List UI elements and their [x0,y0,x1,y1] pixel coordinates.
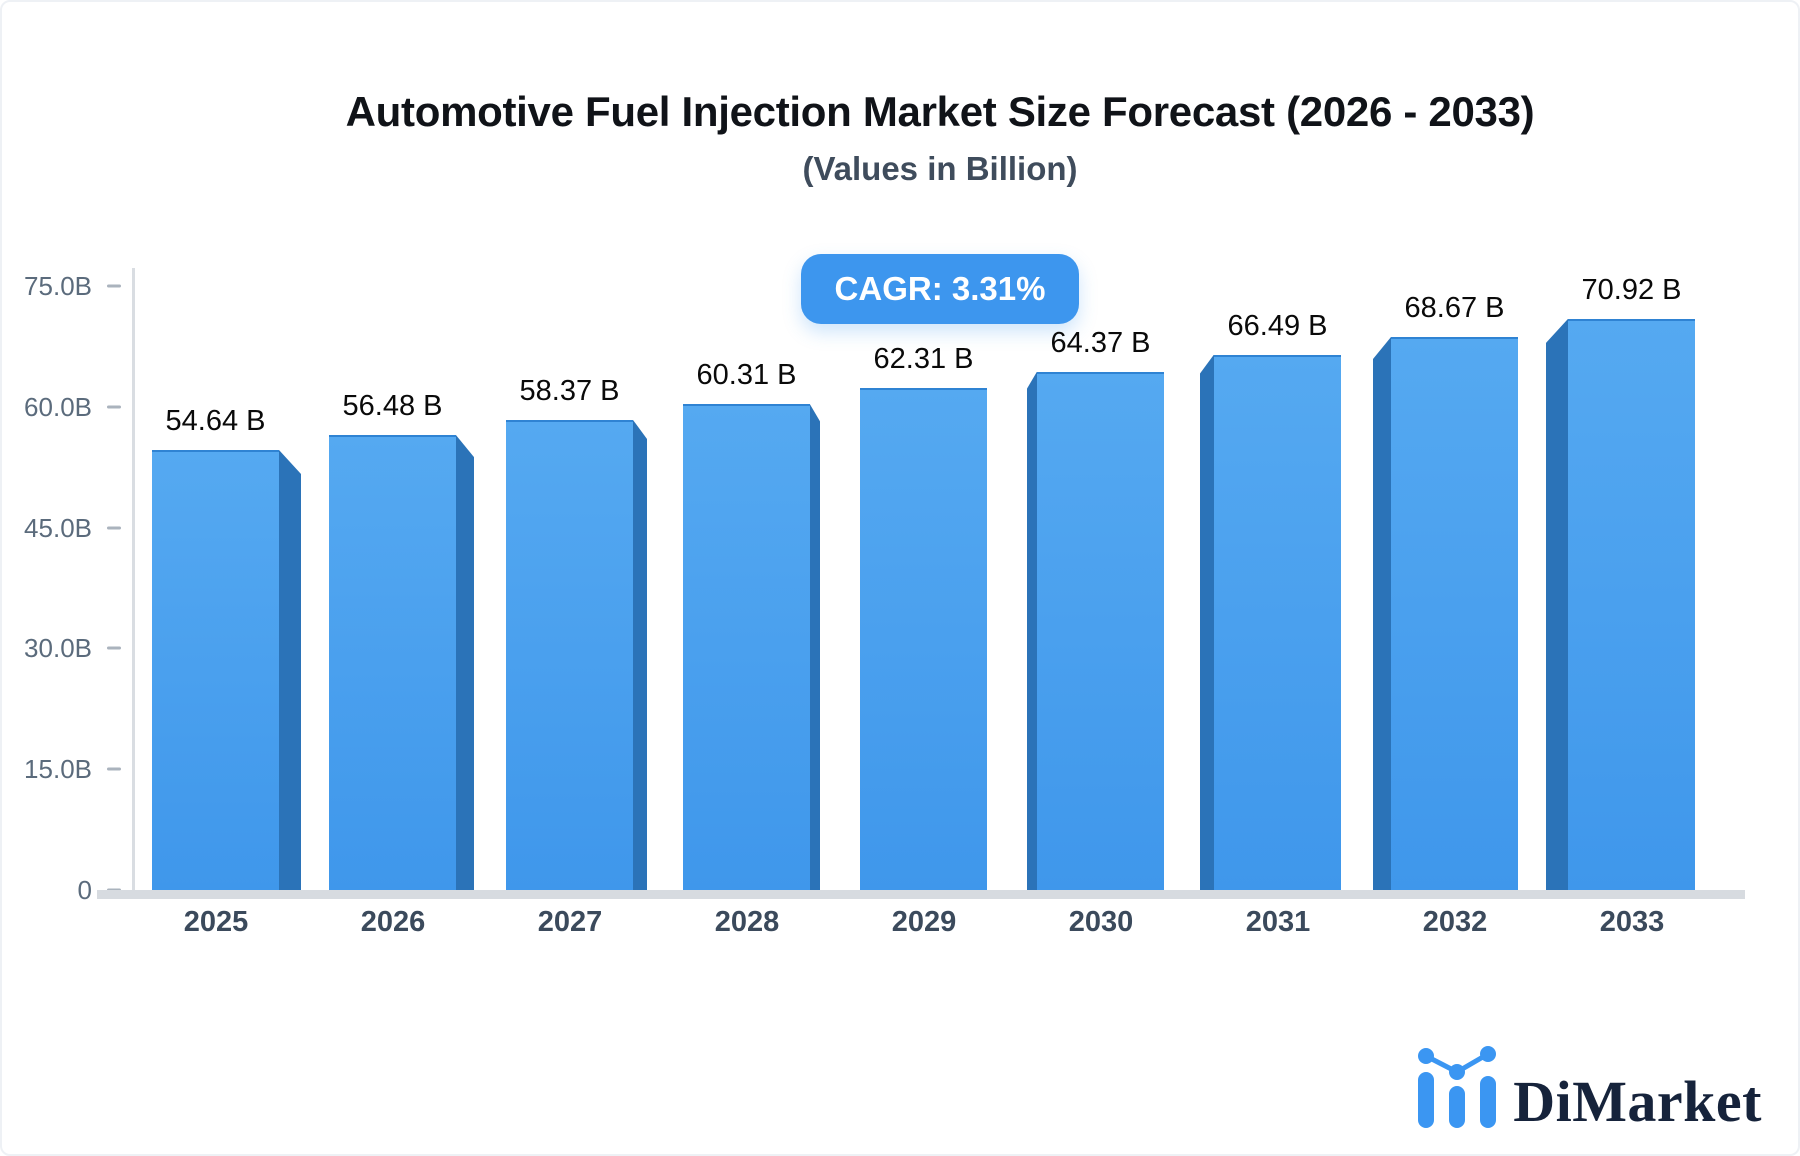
y-axis-line [132,268,135,890]
x-axis-label: 2025 [183,906,249,938]
y-tick-dash [107,526,121,530]
bar [1568,318,1695,890]
bar [152,449,279,890]
bars-layer: 54.64 B 56.48 B 58.37 B 60.31 B 62.31 B 64.37… [135,274,1745,890]
x-axis-label: 2033 [1599,906,1665,938]
cagr-badge: CAGR: 3.31% [800,254,1080,324]
bar-side-face [279,449,301,890]
bar [1391,336,1518,890]
bar-value-label: 56.48 B [342,390,443,423]
y-tick-dash [107,284,121,288]
bar-value-label: 54.64 B [165,404,266,437]
bar [329,435,456,890]
bar-value-label: 70.92 B [1581,273,1682,306]
bar [506,419,633,890]
chart-subtitle: (Values in Billion) [802,150,1078,187]
bar-value-label: 66.49 B [1227,309,1328,342]
x-axis-label: 2031 [1245,906,1311,938]
bar-side-face [633,419,647,890]
brand-logo: DiMarket [1417,1046,1762,1134]
y-tick-label: 60.0B [24,391,92,422]
bar [1214,354,1341,890]
y-tick-label: 45.0B [24,512,92,543]
bar-value-label: 64.37 B [1050,326,1151,359]
bar-value-label: 62.31 B [873,343,974,376]
x-axis-baseline [97,890,1745,899]
y-tick-dash [107,405,121,409]
y-tick-label: 30.0B [24,633,92,664]
x-axis-label: 2032 [1422,906,1488,938]
y-tick-label: 75.0B [24,271,92,301]
bar-value-label: 68.67 B [1404,291,1505,324]
x-axis-labels: 2025 2026 2027 2028 2029 2030 2031 2032 2033 [135,906,1745,950]
bar [1037,371,1164,890]
bar-side-face [1546,318,1568,890]
bar-side-face [456,435,474,890]
x-axis-label: 2027 [537,906,603,938]
bar-value-label: 58.37 B [519,374,620,407]
bar-side-face [810,404,820,890]
x-axis-label: 2029 [891,906,957,938]
y-tick-label: 0 [77,875,92,905]
chart-title: Automotive Fuel Injection Market Size Fo… [345,88,1535,135]
x-axis-label: 2026 [360,906,426,938]
chart-header: Automotive Fuel Injection Market Size Fo… [135,88,1745,188]
bar [860,388,987,890]
brand-name: DiMarket [1513,1068,1762,1134]
y-tick-dash [107,646,121,650]
x-axis-label: 2028 [714,906,780,938]
bar [683,404,810,890]
y-axis: 0 15.0B 30.0B 45.0B 60.0B 75.0B [2,273,135,903]
bar-side-face [1027,371,1037,890]
y-tick-dash [107,767,121,771]
cagr-badge-wrap: CAGR: 3.31% [135,254,1745,324]
bar-value-label: 60.31 B [696,359,797,392]
bar-side-face [1373,336,1391,890]
x-axis-label: 2030 [1068,906,1134,938]
bar-chart-logo-icon [1418,1046,1497,1128]
y-tick-label: 15.0B [24,754,92,785]
bar-side-face [1200,354,1214,890]
